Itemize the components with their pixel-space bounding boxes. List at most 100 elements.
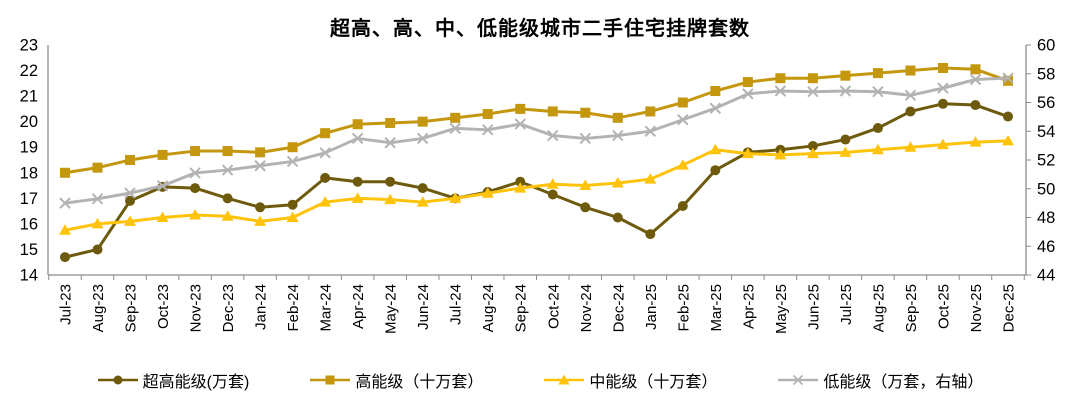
- series-line-0: [63, 102, 1010, 259]
- marker-x: [286, 155, 299, 168]
- marker-circle: [872, 123, 883, 134]
- marker-x: [351, 132, 364, 145]
- marker-circle: [92, 244, 103, 255]
- y-axis-label-left: 20: [20, 113, 38, 131]
- marker-triangle: [189, 208, 202, 220]
- marker-circle: [287, 199, 298, 210]
- marker-x: [612, 129, 624, 142]
- y-axis-label-right: 58: [1037, 65, 1055, 83]
- marker-triangle: [286, 211, 299, 222]
- marker-triangle: [416, 196, 429, 207]
- marker-square: [775, 73, 786, 84]
- marker-triangle: [969, 136, 982, 147]
- marker-triangle: [449, 192, 462, 203]
- x-axis-label: Jul-24: [448, 284, 465, 325]
- marker-triangle: [254, 215, 267, 226]
- x-axis-label: May-25: [773, 284, 790, 334]
- marker-x: [124, 187, 136, 199]
- marker-x: [547, 129, 559, 142]
- marker-triangle: [644, 173, 657, 184]
- marker-circle: [60, 252, 70, 263]
- marker-x: [91, 193, 104, 205]
- x-axis-label: Mar-25: [708, 284, 725, 332]
- x-axis-label: Sep-25: [903, 284, 920, 332]
- marker-circle: [547, 189, 558, 200]
- marker-x: [156, 180, 169, 192]
- marker-circle: [840, 134, 851, 145]
- marker-circle: [970, 100, 981, 111]
- x-axis-label: Aug-25: [870, 284, 887, 332]
- x-axis-label: Sep-23: [123, 284, 140, 332]
- marker-x: [937, 82, 949, 94]
- marker-square: [742, 77, 753, 88]
- x-axis-label: Feb-25: [675, 284, 692, 332]
- marker-square: [710, 86, 721, 96]
- marker-x: [1002, 72, 1014, 84]
- x-axis-label: Nov-23: [188, 284, 205, 332]
- marker-triangle: [904, 141, 917, 152]
- marker-x: [644, 125, 657, 137]
- legend-label: 超高能级(万套): [142, 374, 250, 391]
- marker-circle: [710, 165, 721, 176]
- legend-triangle-icon: [544, 374, 585, 385]
- marker-triangle: [871, 143, 884, 155]
- marker-square: [1003, 75, 1013, 86]
- y-axis-label-left: 18: [20, 164, 38, 182]
- marker-square: [450, 112, 461, 123]
- marker-x: [742, 88, 754, 100]
- marker-square: [417, 116, 428, 127]
- marker-square: [255, 147, 266, 158]
- marker-square: [92, 162, 103, 173]
- legend-item-1: 高能级（十万套）: [309, 368, 483, 392]
- y-axis-label-left: 17: [20, 190, 38, 208]
- marker-triangle: [91, 217, 104, 229]
- marker-triangle: [156, 211, 169, 222]
- x-axis-label: Dec-25: [1001, 284, 1018, 332]
- y-axis-label-left: 15: [20, 241, 38, 259]
- x-axis-label: Jul-23: [58, 284, 75, 325]
- marker-circle: [677, 201, 688, 211]
- marker-square: [970, 64, 981, 75]
- marker-square: [807, 73, 818, 84]
- marker-circle: [222, 193, 233, 204]
- marker-x: [872, 86, 884, 98]
- x-axis-label: Aug-23: [90, 284, 107, 332]
- marker-x: [189, 167, 201, 179]
- legend-x-icon: [778, 374, 819, 386]
- marker-x: [579, 132, 591, 145]
- x-axis-label: Apr-25: [740, 284, 757, 329]
- legend-label: 高能级（十万套）: [355, 374, 484, 391]
- marker-square: [872, 68, 883, 79]
- marker-square: [515, 103, 526, 114]
- marker-triangle: [1002, 134, 1014, 146]
- marker-square: [937, 63, 948, 73]
- marker-square: [905, 65, 916, 76]
- marker-square: [190, 146, 201, 157]
- marker-x: [416, 132, 429, 145]
- series-line-1: [63, 66, 1010, 175]
- series-line-3: [63, 76, 1010, 205]
- y-axis-label-right: 52: [1037, 152, 1055, 170]
- marker-circle: [385, 176, 396, 187]
- y-axis-label-right: 54: [1037, 123, 1055, 141]
- marker-x: [774, 85, 787, 97]
- y-axis-label-right: 60: [1037, 37, 1055, 55]
- marker-circle: [1003, 111, 1013, 122]
- marker-square: [125, 155, 136, 165]
- legend-label: 中能级（十万套）: [589, 374, 718, 391]
- legend-label: 低能级（万套，右轴）: [823, 374, 984, 391]
- x-axis-label: Jun-25: [805, 284, 822, 330]
- marker-square: [482, 109, 493, 119]
- x-axis-label: Nov-25: [968, 284, 985, 332]
- marker-circle: [612, 212, 623, 223]
- marker-circle: [352, 176, 363, 187]
- x-axis-label: Dec-23: [220, 284, 237, 332]
- marker-square: [60, 167, 70, 178]
- y-axis-label-right: 46: [1037, 238, 1055, 256]
- marker-square: [840, 70, 851, 81]
- marker-triangle: [709, 143, 722, 155]
- marker-square: [320, 128, 331, 139]
- legend-item-3: 低能级（万套，右轴）: [777, 368, 983, 392]
- marker-triangle: [351, 192, 364, 203]
